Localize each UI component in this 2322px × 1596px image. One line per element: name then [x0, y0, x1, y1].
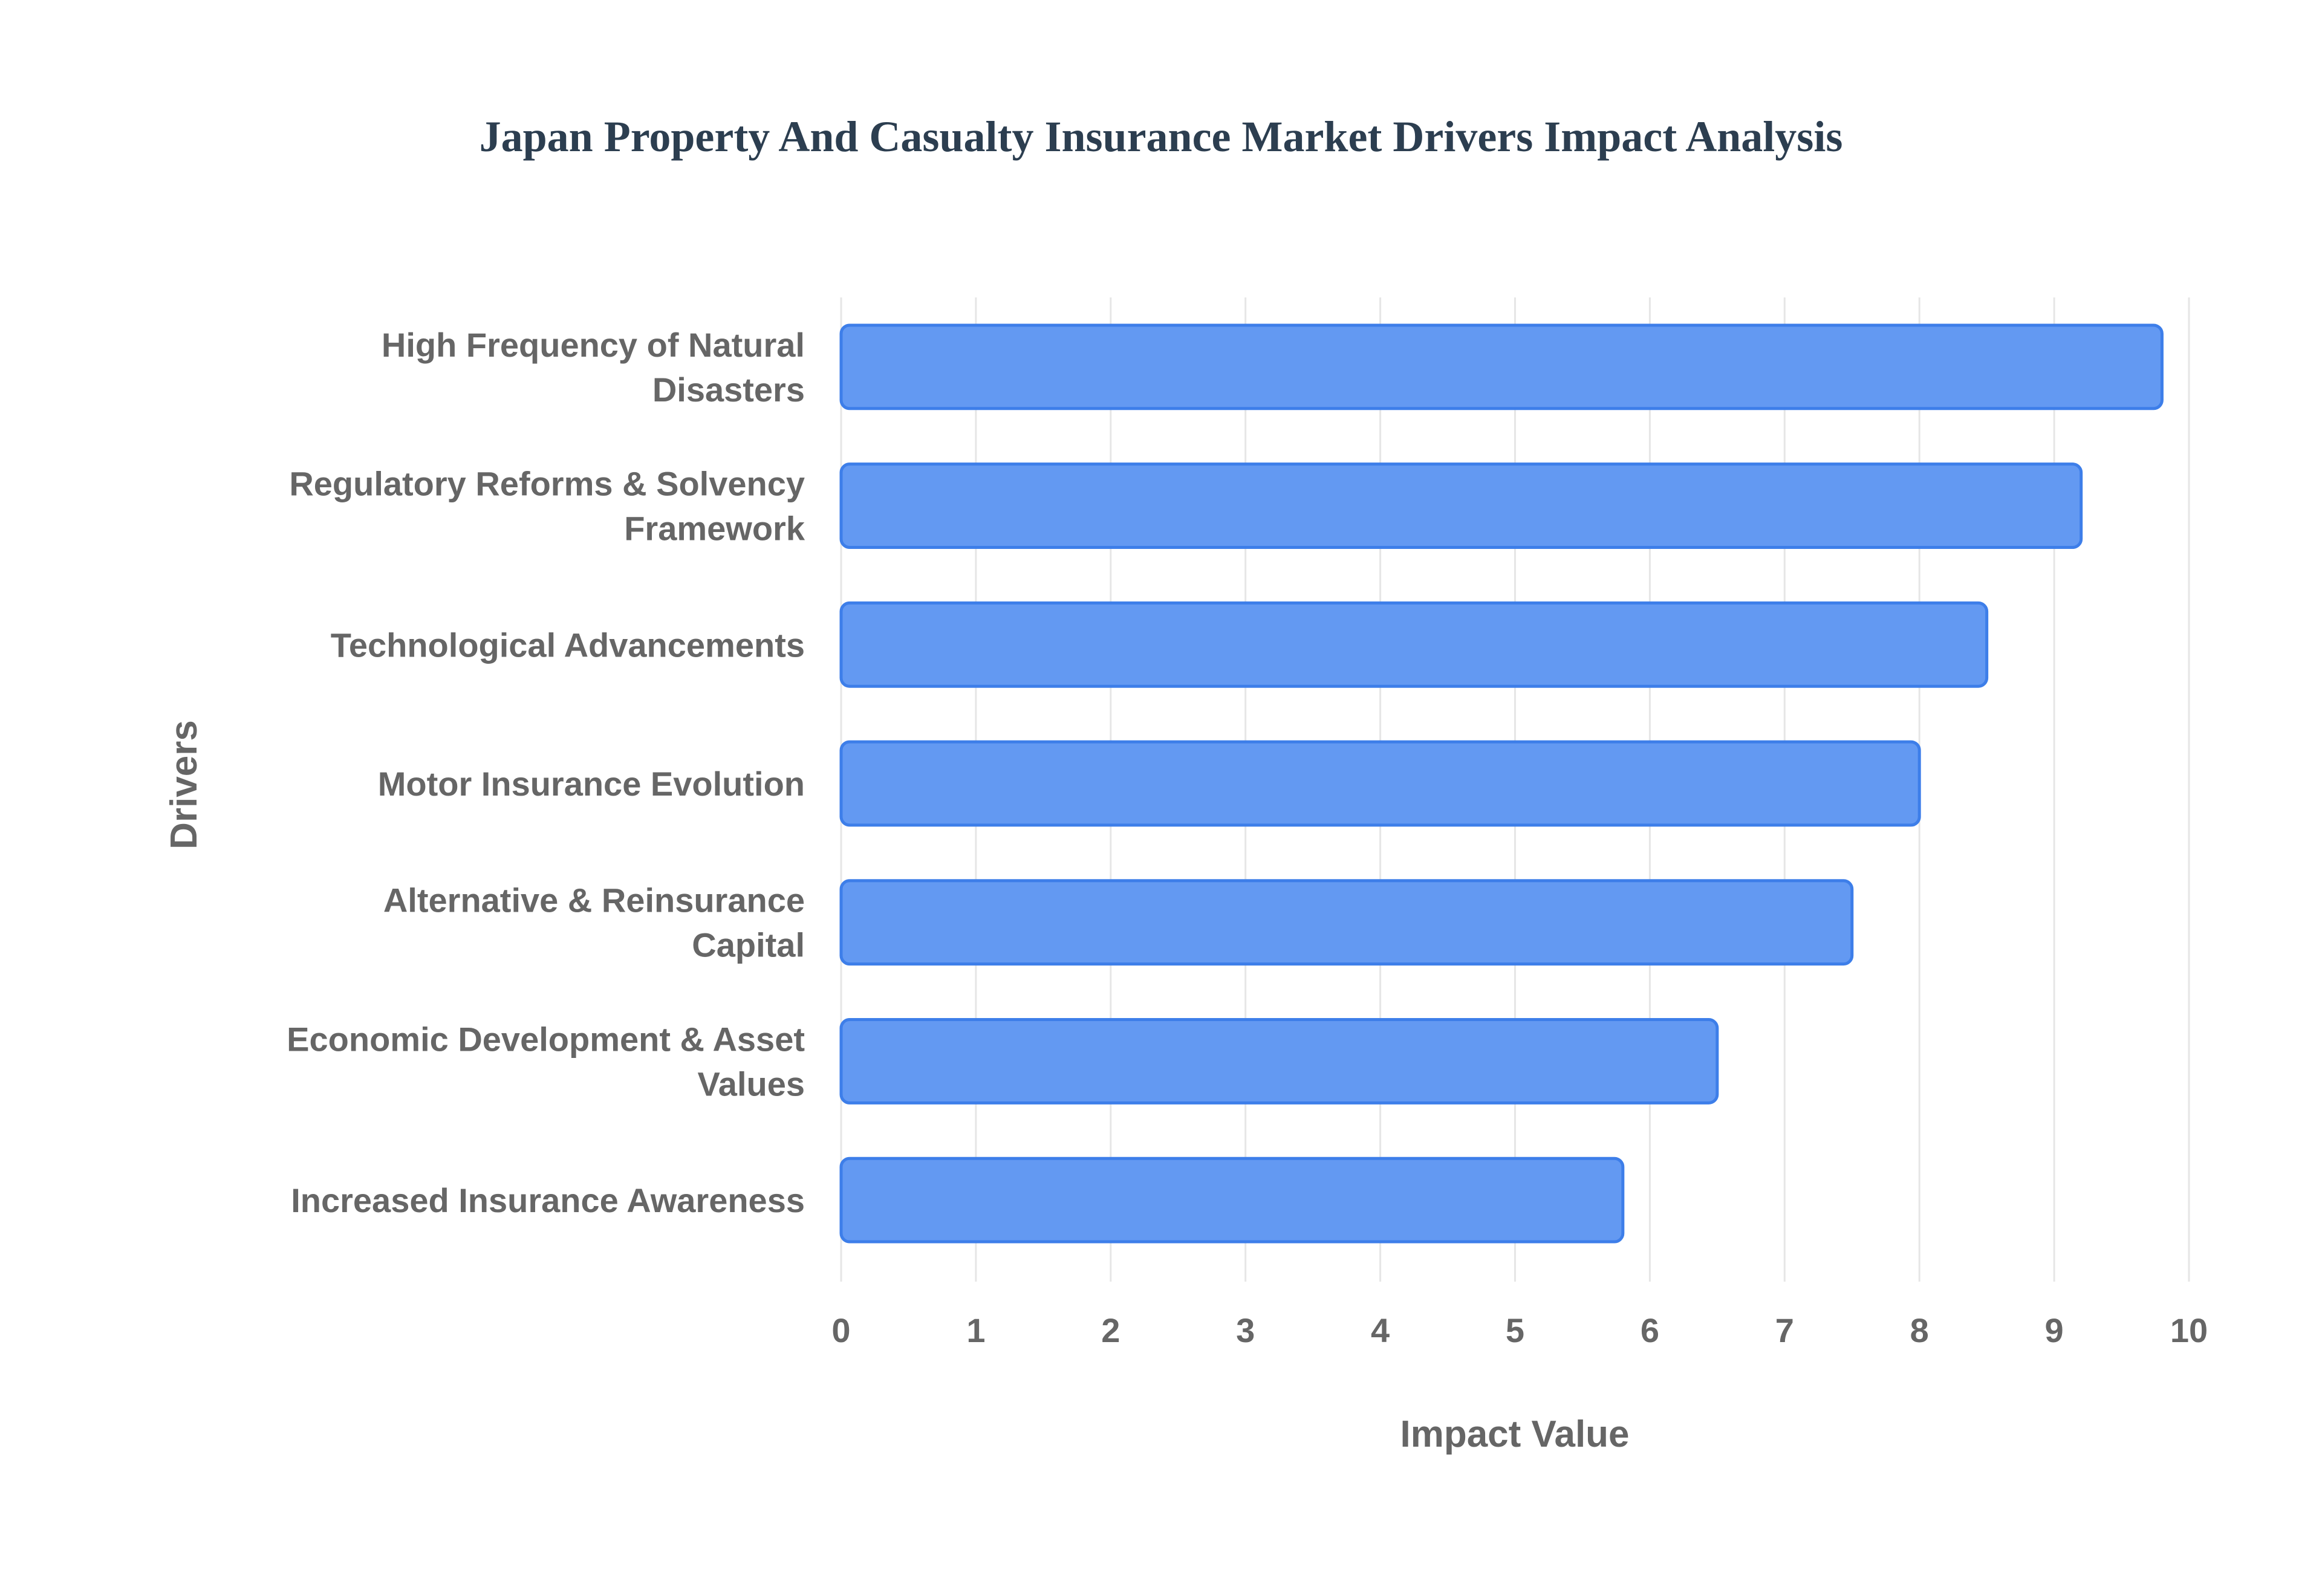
x-tick-label: 7: [1775, 1311, 1794, 1349]
x-tick-label: 10: [2170, 1311, 2208, 1349]
x-tick-label: 8: [1910, 1311, 1929, 1349]
x-tick-label: 9: [2045, 1311, 2064, 1349]
y-tick-label: Framework: [624, 510, 805, 548]
y-tick-label: High Frequency of Natural: [382, 326, 805, 364]
x-tick-label: 1: [966, 1311, 985, 1349]
x-axis-title: Impact Value: [1400, 1413, 1629, 1455]
y-tick-label: Alternative & Reinsurance: [383, 881, 805, 920]
bar: [839, 879, 1854, 966]
x-tick-label: 3: [1236, 1311, 1255, 1349]
y-tick-label: Disasters: [652, 371, 805, 409]
bar: [839, 1156, 1625, 1244]
x-tick-label: 0: [831, 1311, 850, 1349]
x-tick-labels: 0 1 2 3 4 5 6 7 8 9 10: [831, 1311, 2208, 1349]
bars: [839, 323, 2164, 1244]
y-tick-label: Capital: [692, 926, 805, 964]
y-tick-label: Values: [698, 1065, 805, 1103]
x-tick-label: 6: [1641, 1311, 1659, 1349]
y-tick-label: Economic Development & Asset: [287, 1020, 805, 1058]
chart-title: Japan Property And Casualty Insurance Ma…: [480, 112, 1843, 161]
y-tick-label: Regulatory Reforms & Solvency: [289, 465, 805, 503]
y-tick-label: Technological Advancements: [331, 626, 805, 664]
x-tick-label: 2: [1101, 1311, 1120, 1349]
y-tick-labels: High Frequency of Natural Disasters Regula…: [287, 326, 805, 1219]
x-tick-label: 4: [1371, 1311, 1390, 1349]
x-tick-label: 5: [1506, 1311, 1524, 1349]
bar: [839, 601, 1989, 688]
bar: [839, 323, 2164, 410]
y-tick-label: Motor Insurance Evolution: [378, 765, 805, 803]
y-axis-title: Drivers: [163, 720, 205, 849]
bar: [839, 740, 1921, 827]
bar: [839, 1018, 1719, 1105]
y-tick-label: Increased Insurance Awareness: [291, 1181, 805, 1219]
bar: [839, 462, 2083, 549]
